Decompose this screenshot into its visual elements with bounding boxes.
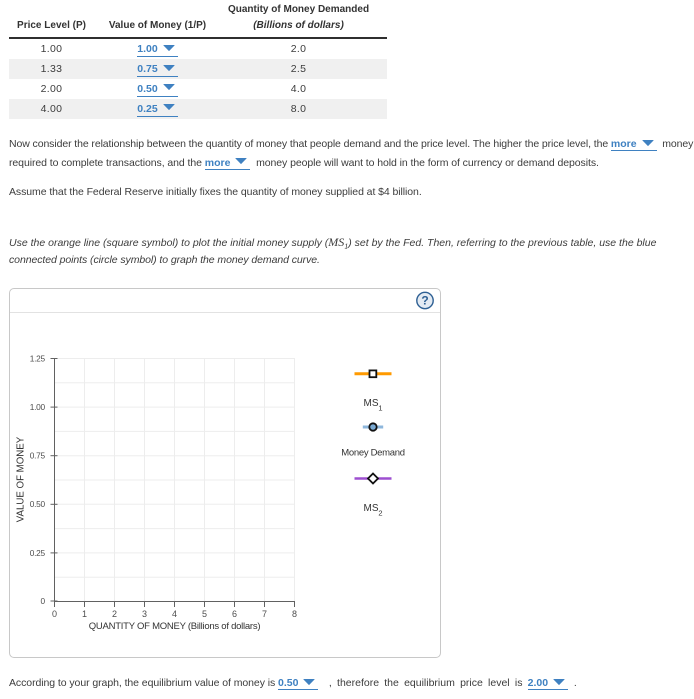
svg-text:0.25: 0.25 [30, 548, 46, 558]
svg-text:?: ? [421, 294, 428, 308]
svg-text:5: 5 [202, 609, 207, 619]
svg-text:VALUE OF MONEY: VALUE OF MONEY [16, 436, 27, 522]
svg-text:1.00: 1.00 [30, 402, 46, 412]
svg-text:1.25: 1.25 [30, 353, 46, 363]
svg-text:1: 1 [378, 404, 382, 413]
svg-text:0: 0 [41, 596, 46, 606]
svg-text:0.75: 0.75 [30, 451, 46, 461]
svg-text:1: 1 [82, 609, 87, 619]
svg-text:2: 2 [112, 609, 117, 619]
svg-text:Money Demand: Money Demand [341, 448, 404, 459]
svg-text:0: 0 [52, 609, 57, 619]
svg-text:7: 7 [262, 609, 267, 619]
svg-text:3: 3 [142, 609, 147, 619]
svg-text:2: 2 [378, 509, 382, 518]
svg-text:MS: MS [364, 398, 379, 409]
svg-text:QUANTITY OF MONEY (Billions of: QUANTITY OF MONEY (Billions of dollars) [89, 621, 261, 632]
svg-text:0.50: 0.50 [30, 499, 46, 509]
svg-text:8: 8 [292, 609, 297, 619]
svg-text:4: 4 [172, 609, 177, 619]
svg-text:6: 6 [232, 609, 237, 619]
svg-text:MS: MS [364, 503, 379, 514]
